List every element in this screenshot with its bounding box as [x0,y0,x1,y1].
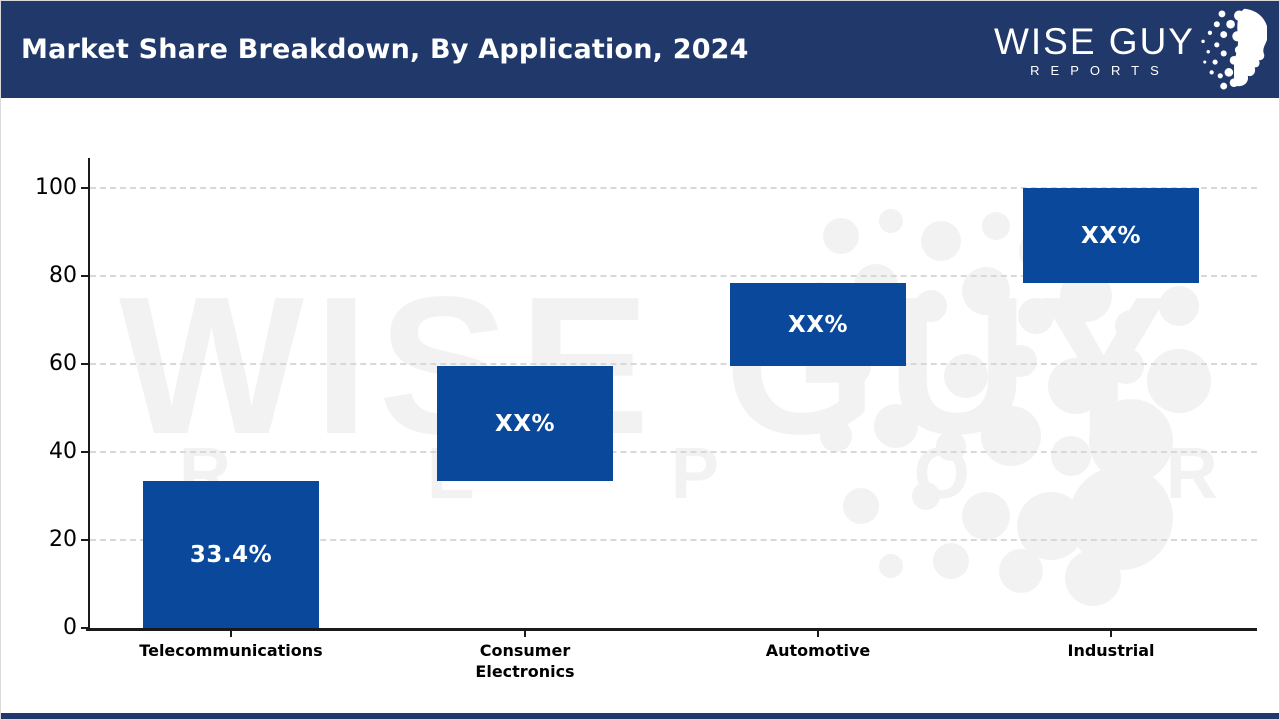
footer-bar [1,713,1279,719]
y-tick-label: 60 [49,351,77,377]
wiseguy-logo-text: WISE GUY REPORTS [994,23,1195,77]
bar-value-label: XX% [787,311,848,338]
bar-industrial: XX% [1023,188,1199,284]
y-tick-mark [81,363,89,366]
logo-face-dots-icon [1201,8,1267,90]
plot-area: 0 20 40 60 80 100 33.4% XX% XX% XX% Telecommunicat… [1,98,1279,715]
y-tick-mark [81,627,89,629]
gridline-40 [90,451,1257,454]
y-axis-line [88,157,90,630]
y-tick-label: 80 [49,263,77,289]
y-tick-mark [81,539,89,542]
x-axis-label: Automotive [765,641,871,660]
x-axis-label: Telecommunications [139,641,323,660]
bar-value-label: XX% [494,410,555,437]
wiseguy-logo: WISE GUY REPORTS [994,7,1279,93]
x-tick-mark [817,631,819,637]
y-tick-mark [81,451,89,454]
bar-value-label: XX% [1080,222,1141,249]
logo-reports-label: REPORTS [1030,62,1170,78]
x-tick-mark [524,631,526,637]
y-tick-mark [81,275,89,278]
gridline-100 [90,187,1257,190]
gridline-20 [90,539,1257,542]
bar-consumer-electronics: XX% [437,366,613,482]
x-axis-label: Consumer Electronics [475,641,575,681]
x-axis-line [86,628,1257,631]
header: Market Share Breakdown, By Application, … [1,1,1279,98]
x-tick-mark [1110,631,1112,637]
y-tick-mark [81,187,89,190]
page-title: Market Share Breakdown, By Application, … [21,34,749,65]
y-tick-label: 0 [63,615,77,640]
bar-value-label: 33.4% [189,541,273,568]
y-tick-label: 40 [49,439,77,465]
x-axis-label: Industrial [1067,641,1155,660]
gridline-80 [90,275,1257,278]
bar-automotive: XX% [730,283,906,367]
gridline-60 [90,363,1257,366]
bar-telecommunications: 33.4% [143,481,319,628]
y-tick-label: 20 [49,527,77,553]
logo-wiseguy-label: WISE GUY [993,20,1195,62]
y-tick-label: 100 [35,175,77,201]
x-tick-mark [230,631,232,637]
